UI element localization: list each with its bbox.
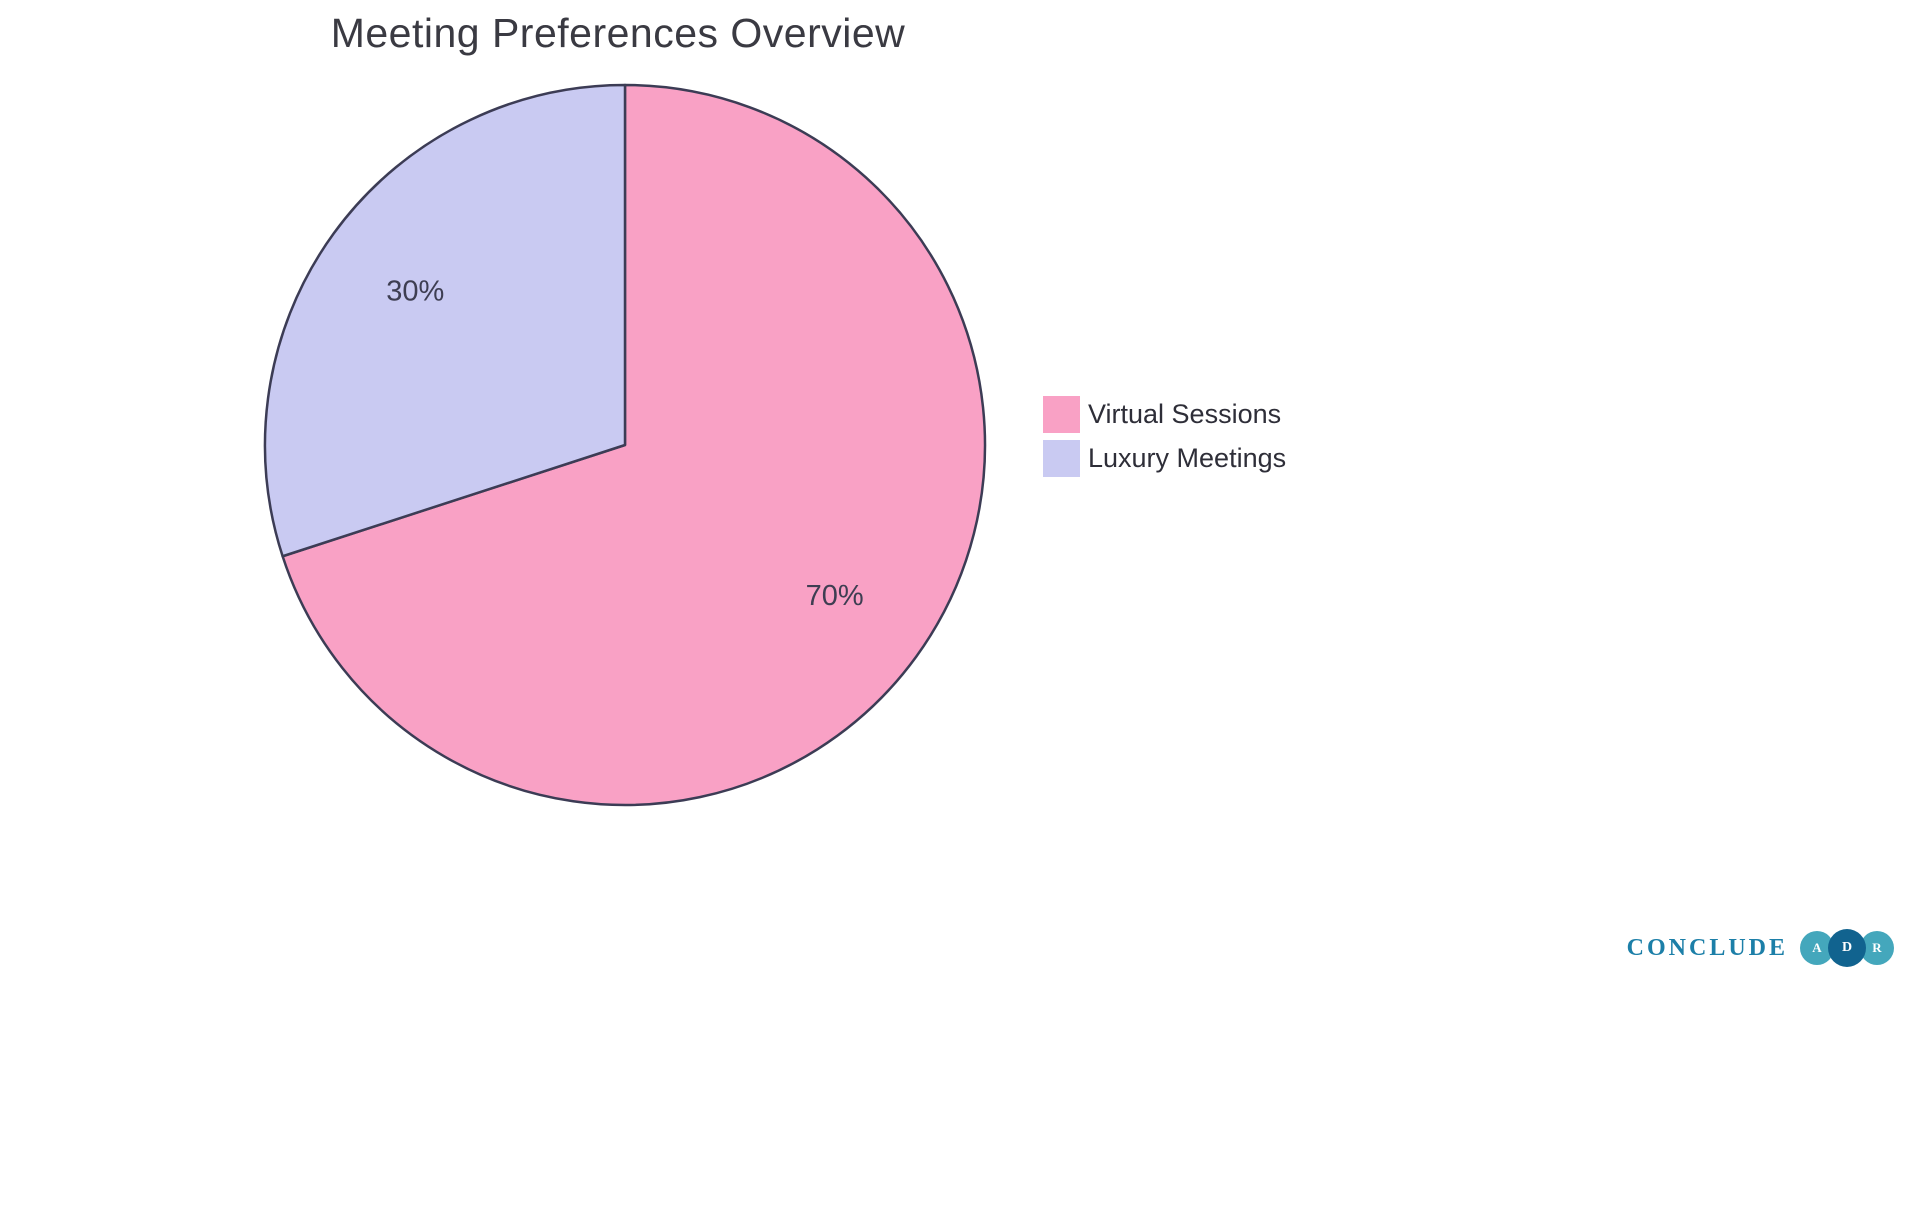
legend-label-luxury-meetings: Luxury Meetings [1088,443,1287,473]
pie-slice-luxury-meetings [263,83,627,558]
legend-label-virtual-sessions: Virtual Sessions [1088,399,1282,429]
chart-title: Meeting Preferences Overview [330,10,906,56]
pie-slice-virtual-sessions [281,83,987,807]
legend-swatch-luxury-meetings [1043,440,1080,477]
legend-item-virtual-sessions[interactable]: Virtual Sessions [1043,396,1286,433]
legend-swatch-virtual-sessions [1043,396,1080,433]
legend: Virtual Sessions Luxury Meetings [1043,396,1286,477]
brand-logo[interactable]: CONCLUDE A D R [1627,929,1894,967]
legend-item-luxury-meetings[interactable]: Luxury Meetings [1043,440,1286,477]
slice-percentage-label-virtual-sessions: 70% [806,580,864,612]
brand-badge-d: D [1828,929,1866,967]
brand-badges: A D R [1800,929,1894,967]
brand-wordmark: CONCLUDE [1626,934,1788,961]
slice-percentage-label-luxury-meetings: 30% [386,275,444,307]
